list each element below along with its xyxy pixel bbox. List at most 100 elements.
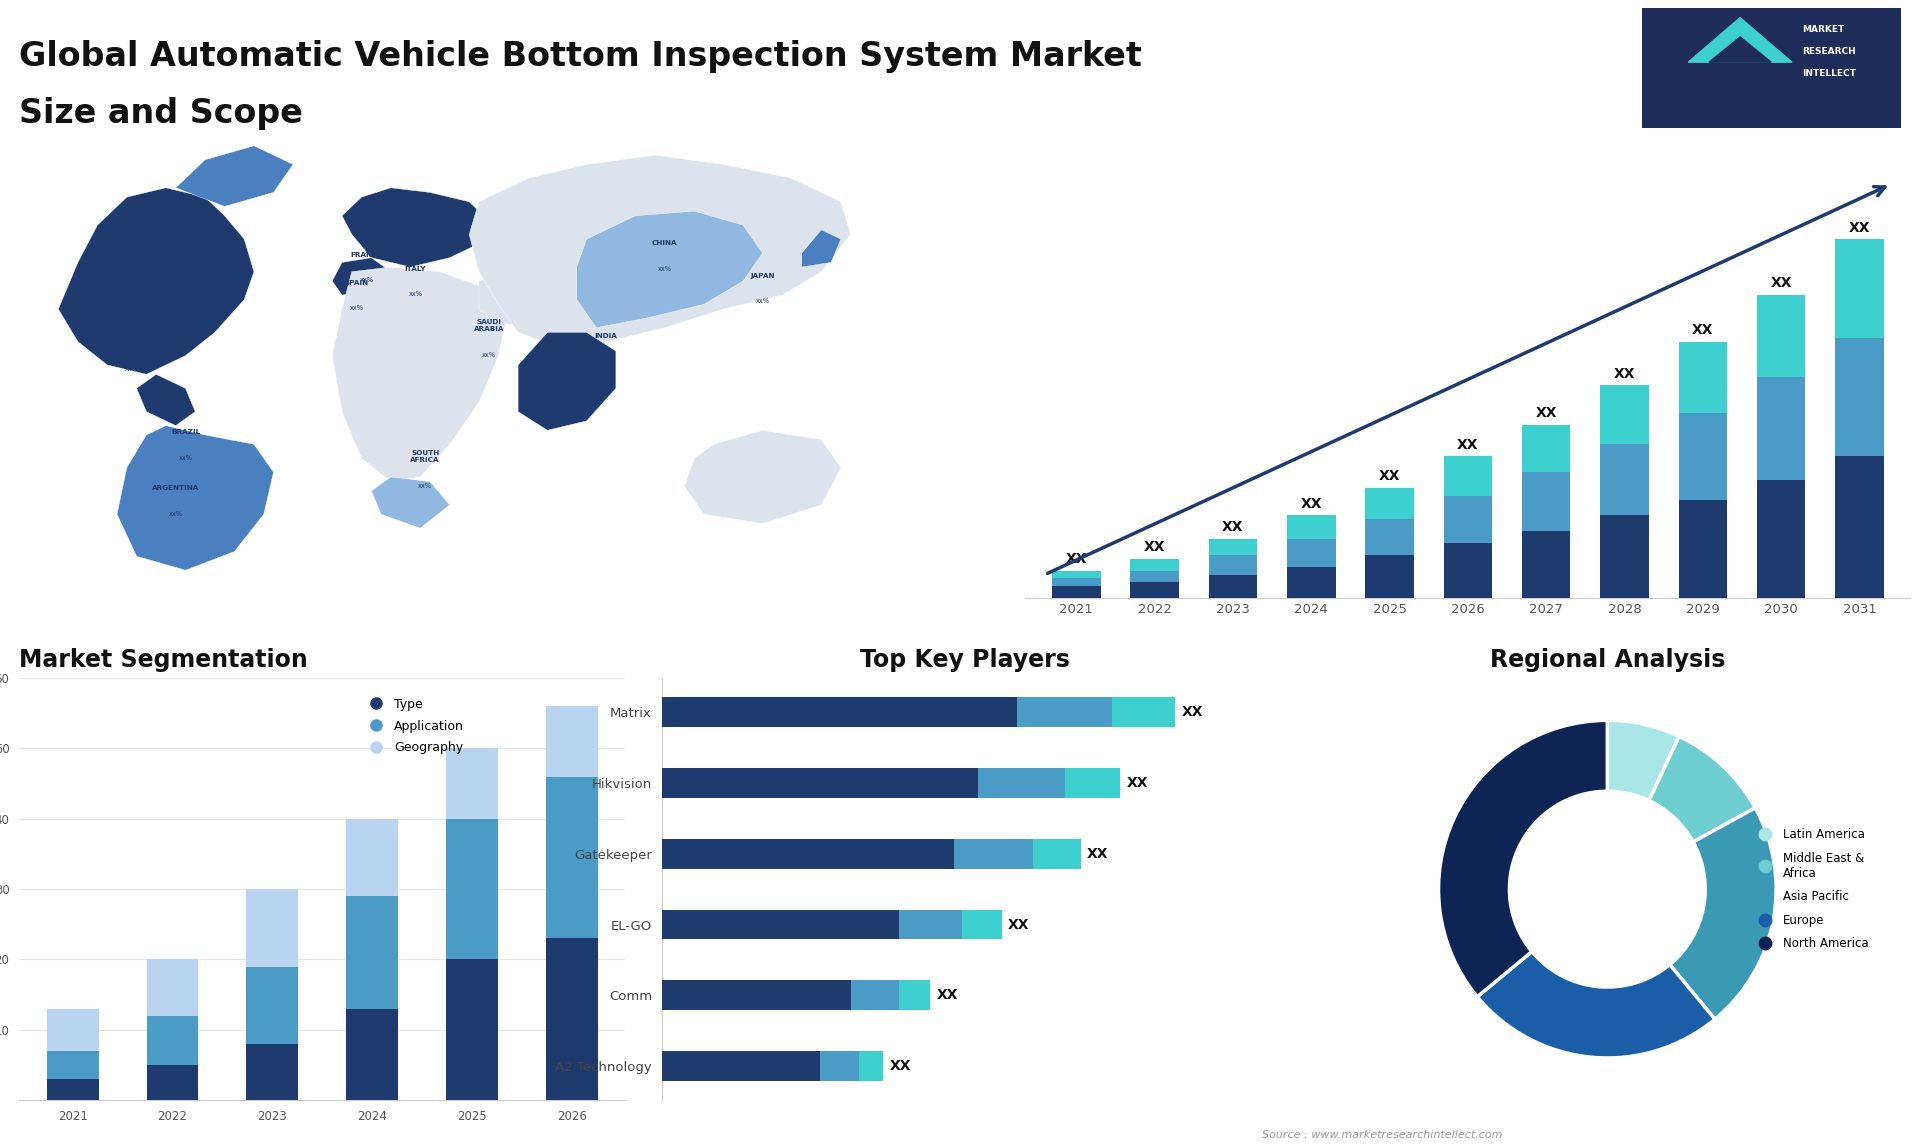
Text: xx%: xx% — [365, 250, 378, 256]
Text: XX: XX — [1181, 705, 1204, 720]
Polygon shape — [342, 188, 490, 267]
Bar — [1052, 579, 1100, 587]
Bar — [1757, 377, 1805, 480]
Bar — [1208, 555, 1258, 574]
Bar — [246, 966, 298, 1044]
Bar — [1066, 768, 1119, 798]
Text: XX: XX — [1457, 438, 1478, 452]
Bar — [46, 1051, 98, 1080]
Bar — [1208, 539, 1258, 555]
Bar — [445, 819, 497, 959]
Text: CHINA: CHINA — [653, 240, 678, 246]
Legend: Latin America, Middle East &
Africa, Asia Pacific, Europe, North America: Latin America, Middle East & Africa, Asi… — [1749, 823, 1872, 955]
Polygon shape — [518, 332, 616, 430]
Bar — [1286, 516, 1336, 539]
Polygon shape — [576, 211, 762, 328]
Bar — [1018, 698, 1112, 727]
Bar — [246, 889, 298, 966]
Polygon shape — [58, 188, 253, 375]
Bar — [1444, 456, 1492, 496]
Bar — [1523, 472, 1571, 532]
Polygon shape — [1688, 17, 1791, 62]
Text: Market Segmentation: Market Segmentation — [19, 647, 307, 672]
Bar — [1599, 385, 1649, 445]
Bar — [662, 910, 899, 940]
Bar — [1131, 571, 1179, 582]
Bar — [1444, 543, 1492, 598]
Bar — [146, 1015, 198, 1065]
Bar — [1836, 338, 1884, 456]
Polygon shape — [332, 267, 509, 481]
Bar — [1523, 532, 1571, 598]
Wedge shape — [1607, 721, 1680, 801]
Text: xx%: xx% — [125, 366, 138, 372]
Bar — [1678, 413, 1728, 500]
Text: xx%: xx% — [659, 266, 672, 272]
Text: xx%: xx% — [359, 277, 374, 283]
Text: XX: XX — [1849, 221, 1870, 235]
Text: BRAZIL: BRAZIL — [171, 429, 200, 435]
Bar — [545, 706, 597, 777]
Polygon shape — [332, 258, 392, 295]
Text: Global Automatic Vehicle Bottom Inspection System Market: Global Automatic Vehicle Bottom Inspecti… — [19, 40, 1142, 73]
Bar — [346, 896, 397, 1008]
Text: U.K.: U.K. — [363, 223, 380, 229]
Bar — [954, 839, 1033, 869]
Text: INTELLECT: INTELLECT — [1803, 69, 1857, 78]
Bar — [545, 939, 597, 1100]
Bar — [1286, 566, 1336, 598]
Wedge shape — [1649, 737, 1755, 842]
Bar — [1365, 519, 1413, 555]
Text: xx%: xx% — [599, 359, 612, 364]
Text: xx%: xx% — [169, 511, 182, 517]
Text: XX: XX — [1144, 540, 1165, 554]
Text: xx%: xx% — [409, 291, 422, 297]
Wedge shape — [1670, 808, 1776, 1019]
Polygon shape — [1709, 37, 1770, 62]
Bar — [662, 839, 954, 869]
Bar — [1678, 500, 1728, 598]
Bar — [46, 1008, 98, 1051]
Text: FRANCE: FRANCE — [349, 252, 382, 258]
Polygon shape — [177, 146, 294, 206]
Bar — [977, 768, 1066, 798]
Bar — [445, 959, 497, 1100]
Bar — [1757, 480, 1805, 598]
Bar — [246, 1044, 298, 1100]
Bar — [1131, 559, 1179, 571]
Bar — [1836, 456, 1884, 598]
Bar — [1444, 496, 1492, 543]
Text: MARKET: MARKET — [1803, 25, 1845, 34]
Bar — [1757, 295, 1805, 377]
Wedge shape — [1438, 721, 1607, 997]
Text: RESEARCH: RESEARCH — [1803, 47, 1857, 56]
Text: XX: XX — [1127, 776, 1148, 790]
Text: ARGENTINA: ARGENTINA — [152, 485, 200, 490]
Text: SOUTH
AFRICA: SOUTH AFRICA — [411, 450, 440, 463]
Text: XX: XX — [1692, 323, 1713, 337]
Text: Size and Scope: Size and Scope — [19, 97, 303, 131]
Text: XX: XX — [1087, 847, 1108, 861]
Bar — [545, 777, 597, 939]
Bar — [1678, 342, 1728, 413]
Text: SAUDI
ARABIA: SAUDI ARABIA — [474, 320, 503, 332]
Text: XX: XX — [1379, 469, 1400, 484]
Text: xx%: xx% — [100, 311, 113, 316]
Text: xx%: xx% — [179, 455, 192, 461]
Text: INDIA: INDIA — [595, 333, 618, 339]
Bar — [146, 1065, 198, 1100]
Text: JAPAN: JAPAN — [751, 273, 776, 278]
Bar — [1033, 839, 1081, 869]
Polygon shape — [136, 375, 196, 425]
Bar — [1365, 488, 1413, 519]
Bar — [662, 698, 1018, 727]
Text: CANADA: CANADA — [115, 214, 150, 220]
Text: xx%: xx% — [419, 248, 432, 253]
Bar — [662, 981, 851, 1010]
Bar — [1052, 571, 1100, 579]
Bar — [1208, 574, 1258, 598]
Title: Regional Analysis: Regional Analysis — [1490, 647, 1724, 672]
Polygon shape — [803, 229, 841, 267]
Bar — [899, 981, 931, 1010]
Bar — [1365, 555, 1413, 598]
